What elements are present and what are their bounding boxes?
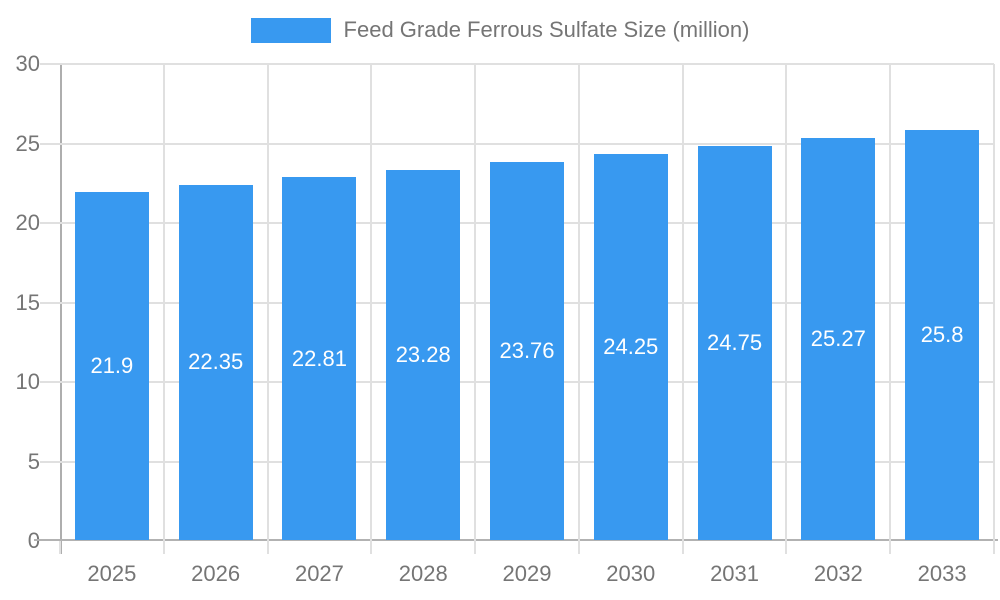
- y-axis-tick-label: 25: [15, 130, 40, 156]
- gridline-vertical: [681, 64, 684, 541]
- y-axis-tick-label: 5: [27, 448, 40, 474]
- gridline-vertical: [889, 64, 892, 541]
- legend-swatch: [250, 17, 331, 43]
- bar-2027[interactable]: 22.81: [282, 177, 357, 540]
- y-axis-tick-label: 10: [15, 369, 40, 394]
- bar-2030[interactable]: 24.25: [593, 154, 668, 540]
- x-axis-line: [34, 539, 998, 541]
- x-axis-tick: [889, 541, 892, 554]
- x-axis-tick: [785, 541, 788, 554]
- gridline-vertical: [993, 64, 995, 541]
- x-axis-category-label: 2025: [87, 561, 137, 586]
- bar-value-label: 25.27: [810, 326, 866, 352]
- gridline-vertical: [370, 64, 373, 541]
- x-axis-category-label: 2031: [710, 561, 760, 586]
- x-axis-tick: [266, 541, 269, 554]
- bar-value-label: 23.76: [499, 338, 555, 364]
- bar-2033[interactable]: 25.8: [905, 129, 980, 540]
- gridline-horizontal: [40, 142, 994, 145]
- x-axis-category-label: 2032: [813, 561, 863, 586]
- x-axis-category-label: 2030: [606, 561, 656, 586]
- x-axis-category-label: 2033: [917, 561, 967, 586]
- y-axis-tick-label: 0: [28, 528, 40, 554]
- gridline-horizontal: [40, 63, 994, 65]
- x-axis: 2025 2026 2027 2028 2029 2030 2031 2032 2033: [60, 558, 994, 590]
- bar-2028[interactable]: 23.28: [386, 169, 461, 540]
- gridline-vertical: [162, 64, 165, 541]
- x-axis-tick: [474, 541, 477, 554]
- bar-2026[interactable]: 22.35: [178, 184, 253, 540]
- gridline-vertical: [785, 64, 788, 541]
- x-axis-tick: [577, 541, 580, 554]
- plot-area: 21.9 22.35 22.81 23.28 23.76 24.25 24.75 25.27 2…: [34, 63, 998, 554]
- bar-2031[interactable]: 24.75: [697, 146, 772, 540]
- bar-value-label: 22.81: [291, 345, 347, 371]
- x-axis-category-label: 2029: [502, 561, 552, 586]
- bar-value-label: 23.28: [395, 341, 451, 367]
- bar-2025[interactable]: 21.9: [74, 191, 149, 540]
- x-axis-tick: [162, 541, 165, 554]
- bar-value-label: 22.35: [188, 349, 244, 375]
- y-axis-line: [60, 64, 62, 554]
- x-axis-category-label: 2026: [191, 561, 241, 586]
- y-axis-tick-label: 20: [15, 210, 40, 235]
- legend[interactable]: Feed Grade Ferrous Sulfate Size (million…: [0, 15, 1000, 45]
- x-axis-category-label: 2027: [294, 561, 344, 586]
- bar-value-label: 25.8: [920, 321, 964, 347]
- x-axis-tick: [993, 541, 995, 554]
- bar-2029[interactable]: 23.76: [490, 162, 564, 540]
- gridline-vertical: [474, 64, 477, 541]
- y-axis-tick-label: 30: [15, 51, 40, 76]
- x-axis-tick: [370, 541, 373, 554]
- gridline-vertical: [266, 64, 269, 541]
- y-axis-tick-label: 15: [15, 289, 40, 315]
- bar-value-label: 21.9: [90, 352, 134, 378]
- bar-2032[interactable]: 25.27: [801, 138, 876, 540]
- bar-value-label: 24.75: [707, 330, 763, 356]
- x-axis-tick: [59, 541, 61, 554]
- legend-label: Feed Grade Ferrous Sulfate Size (million…: [343, 17, 750, 42]
- bar-value-label: 24.25: [603, 334, 659, 360]
- x-axis-tick: [681, 541, 684, 554]
- x-axis-category-label: 2028: [398, 561, 448, 586]
- gridline-vertical: [577, 64, 580, 541]
- y-axis: 0 5 10 15 20 25 30: [0, 0, 44, 600]
